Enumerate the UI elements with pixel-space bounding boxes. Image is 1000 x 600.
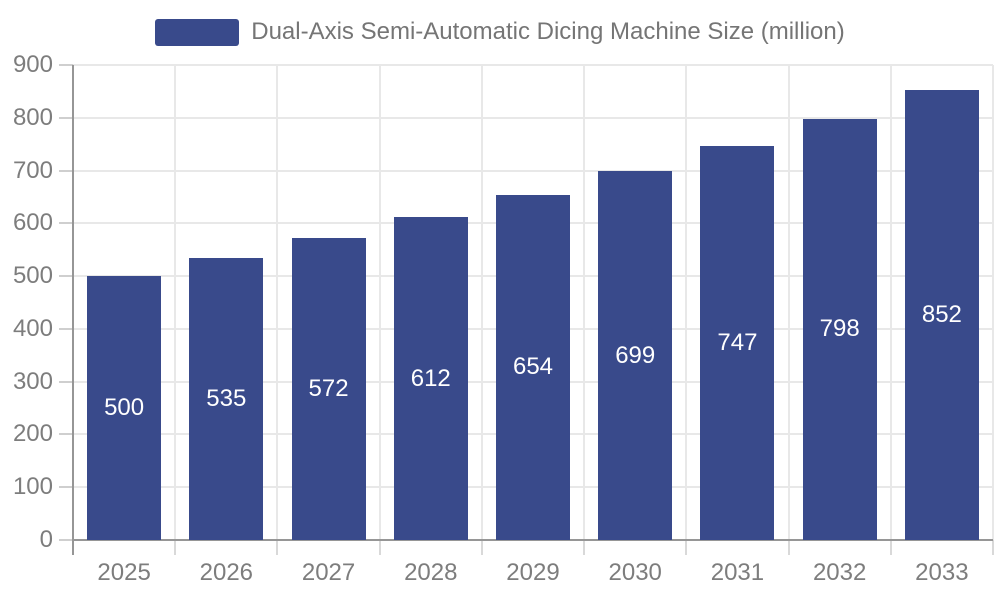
x-axis-tick-label: 2029: [506, 559, 560, 586]
bar-value-label: 852: [921, 301, 962, 329]
x-axis-line: [73, 539, 993, 541]
bar-value-label: 572: [308, 375, 349, 403]
x-axis-tick-label: 2030: [608, 559, 662, 586]
bar: [189, 257, 264, 540]
gridline-vertical: [992, 65, 994, 540]
y-axis-tick-label: 300: [12, 367, 53, 395]
x-axis-tick: [378, 540, 381, 555]
y-axis-tick: [59, 169, 73, 172]
y-axis-tick-label: 800: [12, 103, 53, 131]
bar: [496, 194, 570, 540]
bar: [87, 276, 162, 540]
bar-value-label: 798: [819, 315, 860, 343]
gridline-horizontal: [73, 116, 993, 119]
bar: [598, 171, 673, 540]
y-axis-tick: [59, 222, 73, 225]
legend-swatch[interactable]: [155, 18, 240, 46]
bar-value-label: 612: [410, 364, 451, 392]
y-axis-tick: [59, 275, 73, 278]
y-axis-tick: [59, 116, 73, 119]
x-axis-tick-label: 2032: [812, 559, 867, 586]
x-axis-tick: [583, 540, 586, 555]
y-axis-tick-label: 700: [12, 156, 53, 184]
y-axis-tick-label: 900: [12, 51, 53, 78]
gridline-vertical: [480, 65, 483, 540]
gridline-vertical: [787, 65, 790, 540]
bar: [393, 217, 468, 540]
y-axis-tick: [59, 380, 73, 383]
y-axis-tick-label: 400: [12, 314, 53, 342]
x-axis-tick-label: 2033: [915, 559, 969, 586]
bar-value-label: 500: [104, 394, 145, 422]
y-axis-tick-label: 0: [39, 526, 53, 553]
y-axis-tick: [59, 539, 73, 541]
x-axis-tick-label: 2026: [199, 559, 254, 586]
x-axis-tick: [685, 540, 688, 555]
legend[interactable]: Dual-Axis Semi-Automatic Dicing Machine …: [0, 18, 1000, 46]
bar: [291, 238, 366, 540]
gridline-vertical: [174, 65, 177, 540]
x-axis-tick-label: 2031: [710, 559, 765, 586]
y-axis-tick: [59, 64, 73, 66]
y-axis-tick-label: 200: [12, 420, 53, 448]
y-axis-tick-label: 600: [12, 209, 53, 237]
x-axis-tick-label: 2027: [301, 559, 356, 586]
y-axis-tick: [59, 433, 73, 436]
gridline-vertical: [685, 65, 688, 540]
bar: [802, 118, 877, 540]
gridline-vertical: [889, 65, 892, 540]
bar-value-label: 654: [512, 353, 554, 381]
gridline-horizontal: [73, 64, 993, 66]
x-axis-tick: [889, 540, 892, 555]
y-axis-tick: [59, 327, 73, 330]
gridline-vertical: [583, 65, 586, 540]
y-axis-tick-label: 500: [12, 262, 53, 290]
x-axis-tick-label: 2028: [404, 559, 458, 586]
x-axis-tick: [480, 540, 483, 555]
legend-label: Dual-Axis Semi-Automatic Dicing Machine …: [251, 18, 845, 45]
bar-value-label: 699: [615, 341, 656, 369]
x-axis-tick: [276, 540, 279, 555]
bar-value-label: 535: [206, 384, 247, 412]
gridline-vertical: [276, 65, 279, 540]
x-axis-tick-label: 2025: [97, 559, 151, 586]
x-axis-tick: [992, 540, 994, 555]
y-axis-tick: [59, 486, 73, 489]
gridline-horizontal: [73, 169, 993, 172]
x-axis-tick: [174, 540, 177, 555]
y-axis-line: [72, 65, 74, 555]
x-axis-tick: [787, 540, 790, 555]
y-axis-tick-label: 100: [12, 473, 53, 501]
bar: [700, 145, 775, 540]
bar-value-label: 747: [717, 328, 758, 356]
gridline-vertical: [378, 65, 381, 540]
bar: [904, 90, 979, 540]
